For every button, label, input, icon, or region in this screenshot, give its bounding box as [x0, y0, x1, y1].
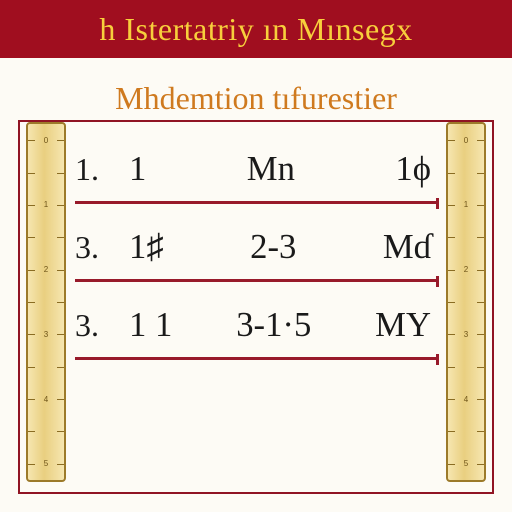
title-bar: h Istertatriy ın Mınsegx: [0, 0, 512, 58]
cell: Mn: [247, 150, 295, 189]
row-index: 3.: [75, 229, 123, 266]
cell: 2-3: [250, 228, 296, 267]
row-rule: [75, 201, 437, 204]
ruler-tick: 0: [28, 125, 64, 155]
ruler-tick: 3: [28, 319, 64, 349]
ruler-tick: .: [28, 352, 64, 382]
ruler-tick: .: [448, 157, 484, 187]
row-rule: [75, 279, 437, 282]
rows-container: 1.1Mn1ϕ3.1♯2-3Mɗ3.1 13-1·5MY: [75, 130, 437, 484]
table-row: 3.1♯ 2-3 Mɗ: [75, 208, 437, 286]
ruler-tick: 1: [448, 190, 484, 220]
row-index: 3.: [75, 307, 123, 344]
ruler-tick-label: 1: [44, 200, 48, 209]
cell: MY: [375, 306, 431, 345]
ruler-tick: .: [28, 157, 64, 187]
ruler-tick: 1: [28, 190, 64, 220]
ruler-tick: .: [448, 222, 484, 252]
ruler-tick-label: 0: [44, 136, 48, 145]
ruler-tick: .: [448, 416, 484, 446]
ruler-tick-label: 3: [44, 330, 48, 339]
subtitle: Mhdemtion tıfurestier: [0, 80, 512, 117]
title-text: h Istertatriy ın Mınsegx: [99, 11, 412, 48]
row-rule: [75, 357, 437, 360]
row-cells: 1 1 3-1·5 MY: [123, 306, 437, 345]
ruler-tick: 2: [28, 254, 64, 284]
ruler-tick: 3: [448, 319, 484, 349]
cell: 1: [129, 150, 146, 189]
ruler-tick-label: 0: [464, 136, 468, 145]
table-row: 1.1 Mn 1ϕ: [75, 130, 437, 208]
ruler-tick-label: 5: [44, 459, 48, 468]
table-row: 3.1 1 3-1·5 MY: [75, 286, 437, 364]
ruler-tick: .: [28, 287, 64, 317]
ruler-tick: 2: [448, 254, 484, 284]
ruler-right: 0. 1. 2. 3. 4. 5: [446, 122, 486, 482]
ruler-tick: .: [448, 352, 484, 382]
ruler-tick: 4: [448, 384, 484, 414]
cell: 3-1·5: [236, 306, 311, 345]
content-area: 0.1.2.3.4.5 0.1.2.3.4.5 1.1Mn1ϕ3.1♯2-3Mɗ…: [18, 120, 494, 494]
row-cells: 1 Mn 1ϕ: [123, 150, 437, 189]
cell: 1ϕ: [395, 150, 431, 189]
cell: 1♯: [129, 228, 164, 267]
ruler-tick-label: 4: [464, 395, 468, 404]
cell: Mɗ: [383, 228, 431, 267]
ruler-tick: .: [448, 287, 484, 317]
row-rule-cap: [436, 354, 439, 365]
subtitle-text: Mhdemtion tıfurestier: [115, 80, 397, 116]
ruler-tick: 5: [28, 449, 64, 479]
ruler-tick: 4: [28, 384, 64, 414]
ruler-left: 0. 1. 2. 3. 4. 5: [26, 122, 66, 482]
ruler-tick-label: 5: [464, 459, 468, 468]
ruler-tick-label: 2: [44, 265, 48, 274]
ruler-tick-label: 3: [464, 330, 468, 339]
ruler-tick: 5: [448, 449, 484, 479]
row-index: 1.: [75, 151, 123, 188]
ruler-tick: .: [28, 222, 64, 252]
ruler-tick-label: 4: [44, 395, 48, 404]
ruler-tick-label: 2: [464, 265, 468, 274]
ruler-tick-label: 1: [464, 200, 468, 209]
ruler-tick: 0: [448, 125, 484, 155]
ruler-tick: .: [28, 416, 64, 446]
row-cells: 1♯ 2-3 Mɗ: [123, 228, 437, 267]
cell: 1 1: [129, 306, 172, 345]
frame: h Istertatriy ın Mınsegx Mhdemtion tıfur…: [0, 0, 512, 512]
